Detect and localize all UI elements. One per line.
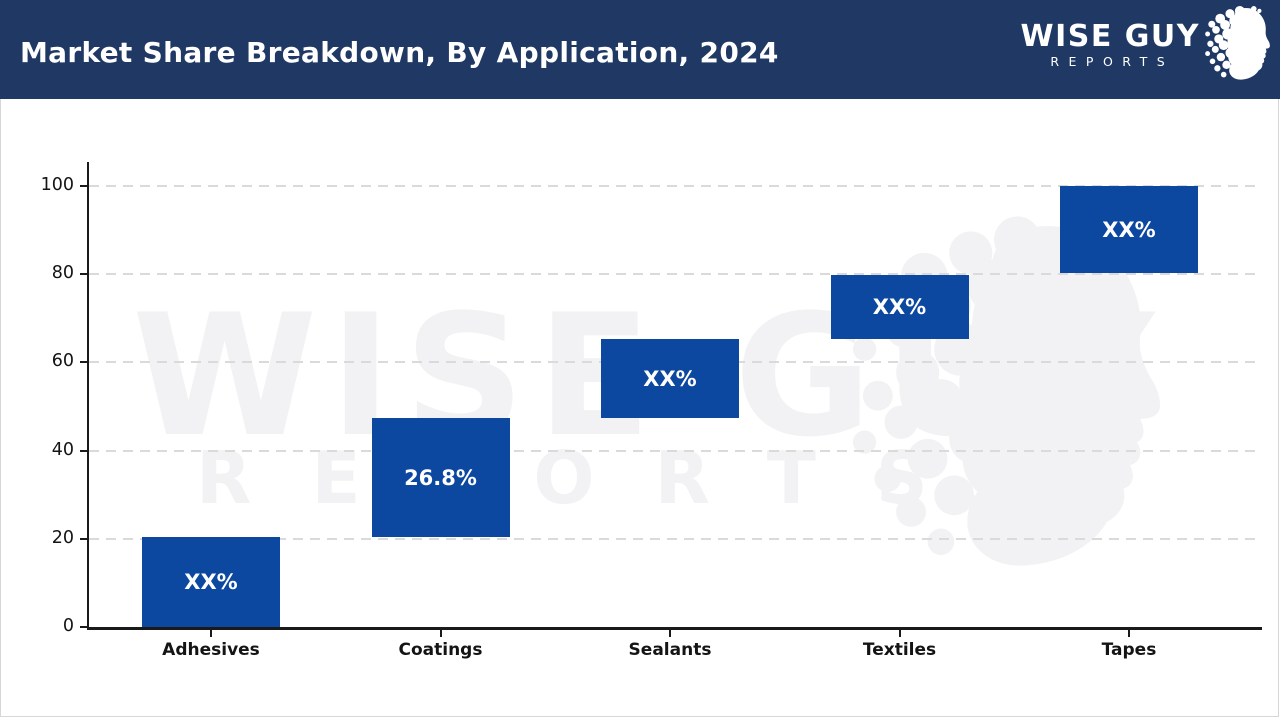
y-tick-label: 80: [51, 263, 74, 284]
y-axis-line: [86, 162, 89, 630]
x-category-label: Tapes: [1101, 640, 1157, 660]
bar-value-label: XX%: [872, 295, 927, 320]
y-tick-100: [80, 185, 89, 187]
x-category-label: Textiles: [862, 640, 937, 660]
y-tick-80: [80, 273, 89, 276]
page-title: Market Share Breakdown, By Application, …: [20, 36, 779, 69]
x-axis-line: [86, 627, 1262, 630]
bar-coatings: [371, 418, 510, 537]
y-gridline-40: [89, 449, 1262, 452]
y-gridline-80: [89, 273, 1262, 276]
y-tick-20: [80, 537, 89, 540]
x-tick-textiles: [898, 628, 901, 637]
x-tick-coatings: [439, 628, 442, 637]
y-tick-label: 20: [51, 527, 74, 548]
y-tick-60: [80, 361, 89, 364]
y-gridline-20: [89, 537, 1262, 540]
brand-subtitle: REPORTS: [1050, 54, 1175, 69]
app-header: Market Share Breakdown, By Application, …: [0, 0, 1280, 99]
x-category-label: Adhesives: [162, 640, 260, 660]
face-profile-icon: [1202, 6, 1272, 83]
bar-adhesives: [142, 536, 280, 627]
brand-name: WISE GUY: [1020, 19, 1200, 54]
bar-value-label: XX%: [643, 366, 697, 391]
x-tick-sealants: [669, 628, 671, 637]
bar-value-label: XX%: [184, 569, 238, 594]
bar-sealants: [601, 339, 739, 419]
x-tick-adhesives: [210, 628, 212, 637]
y-tick-label: 40: [51, 439, 74, 460]
y-tick-40: [80, 449, 89, 452]
x-category-label: Coatings: [398, 640, 483, 660]
x-category-label: Sealants: [628, 640, 712, 660]
brand-logo-text: WISE GUY REPORTS: [1020, 20, 1200, 69]
y-tick-label: 100: [40, 175, 74, 195]
x-tick-tapes: [1128, 628, 1130, 637]
y-tick-0: [80, 626, 89, 628]
y-gridline-100: [89, 185, 1262, 187]
bar-value-label: 26.8%: [404, 465, 477, 490]
y-tick-label: 60: [51, 351, 74, 372]
y-tick-label: 0: [62, 616, 74, 636]
bar-value-label: XX%: [1102, 217, 1156, 242]
brand-logo: WISE GUY REPORTS: [1020, 6, 1272, 83]
